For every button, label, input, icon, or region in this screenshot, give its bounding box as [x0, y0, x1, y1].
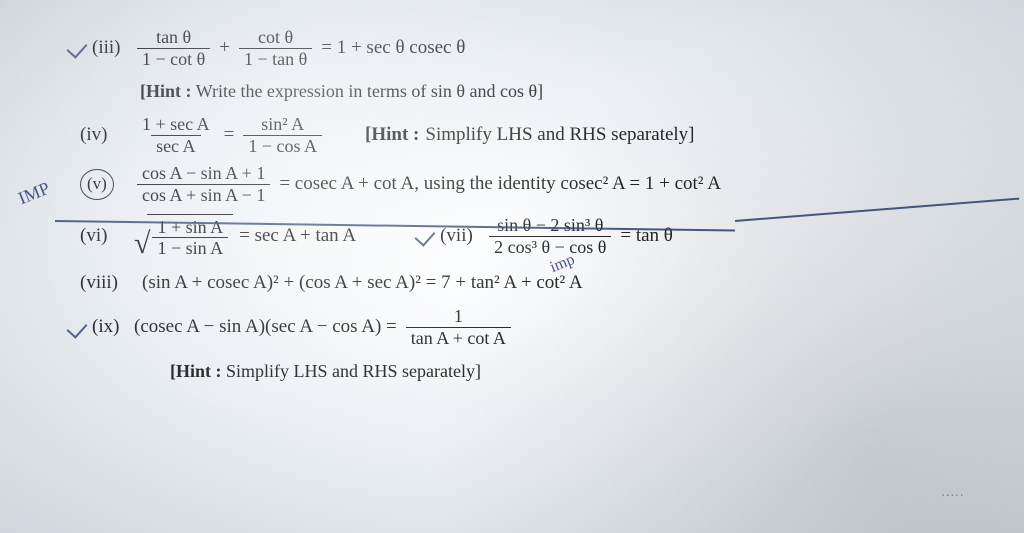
fraction: tan θ 1 − cot θ — [137, 27, 210, 69]
denominator: 1 − cot θ — [137, 48, 210, 70]
item-iii: (iii) tan θ 1 − cot θ + cot θ 1 − tan θ … — [80, 27, 984, 69]
denominator: 1 − tan θ — [239, 48, 312, 70]
roman-numeral: (vi) — [80, 220, 107, 252]
numerator: 1 — [449, 306, 468, 327]
fraction: sin θ − 2 sin³ θ 2 cos³ θ − cos θ — [489, 215, 611, 257]
rhs-expression: = tan θ — [620, 220, 673, 252]
item-iv: (iv) 1 + sec A sec A = sin² A 1 − cos A … — [80, 114, 984, 156]
fraction: cot θ 1 − tan θ — [239, 27, 312, 69]
item-number: (iii) — [80, 32, 128, 64]
lhs-expression: (sin A + cosec A)² + (cos A + sec A)² = … — [142, 267, 583, 299]
hint-text: Write the expression in terms of sin θ a… — [196, 81, 543, 101]
roman-numeral: (iv) — [80, 119, 107, 151]
numerator: 1 + sin A — [152, 217, 228, 238]
hint-row: [Hint : Write the expression in terms of… — [140, 76, 984, 107]
hint-label: [Hint : — [140, 81, 192, 101]
roman-numeral: (iii) — [92, 32, 121, 64]
numerator: tan θ — [151, 27, 196, 48]
plus-sign: + — [219, 32, 230, 64]
denominator: sec A — [151, 135, 201, 157]
check-icon — [415, 226, 436, 247]
roman-numeral: (v) — [80, 169, 114, 200]
lhs-expression: (cosec A − sin A)(sec A − cos A) = — [134, 311, 397, 343]
denominator: tan A + cot A — [406, 327, 511, 349]
numerator: cot θ — [253, 27, 298, 48]
check-icon — [67, 317, 88, 338]
denominator: cos A + sin A − 1 — [137, 184, 270, 206]
item-vi-vii: (vi) √ 1 + sin A 1 − sin A = sec A + tan… — [80, 214, 984, 259]
item-number: (iv) — [80, 119, 128, 151]
fraction: 1 tan A + cot A — [406, 306, 511, 348]
fraction: 1 + sec A sec A — [137, 114, 215, 156]
numerator: 1 + sec A — [137, 114, 215, 135]
roman-numeral: (viii) — [80, 267, 118, 299]
fraction: sin² A 1 − cos A — [243, 114, 322, 156]
item-number: (viii) — [80, 267, 136, 299]
roman-numeral: (ix) — [92, 311, 119, 343]
item-ix: (ix) (cosec A − sin A)(sec A − cos A) = … — [80, 306, 984, 348]
item-number: (v) — [80, 169, 128, 200]
rhs-expression: = 1 + sec θ cosec θ — [321, 32, 465, 64]
hint-label: [Hint : — [365, 119, 419, 151]
faint-scribble: ····· — [941, 485, 964, 509]
denominator: 1 − cos A — [243, 135, 322, 157]
hint-text: Simplify LHS and RHS separately] — [226, 361, 481, 381]
handwritten-imp: IMP — [13, 173, 54, 213]
fraction: cos A − sin A + 1 cos A + sin A − 1 — [137, 163, 270, 205]
item-number: (ix) — [80, 311, 128, 343]
denominator: 1 − sin A — [152, 237, 228, 259]
hint-label: [Hint : — [170, 361, 222, 381]
textbook-page: (iii) tan θ 1 − cot θ + cot θ 1 − tan θ … — [0, 0, 1024, 533]
item-viii: (viii) (sin A + cosec A)² + (cos A + sec… — [80, 267, 984, 299]
rhs-expression: = cosec A + cot A, using the identity co… — [279, 168, 721, 200]
check-icon — [67, 37, 88, 58]
hint-row: [Hint : Simplify LHS and RHS separately] — [170, 356, 984, 387]
item-number: (vi) — [80, 220, 128, 252]
numerator: cos A − sin A + 1 — [137, 163, 270, 184]
numerator: sin² A — [256, 114, 309, 135]
equals-sign: = — [224, 119, 235, 151]
item-v: (v) cos A − sin A + 1 cos A + sin A − 1 … — [80, 163, 984, 205]
hint-text: Simplify LHS and RHS separately] — [425, 119, 694, 151]
